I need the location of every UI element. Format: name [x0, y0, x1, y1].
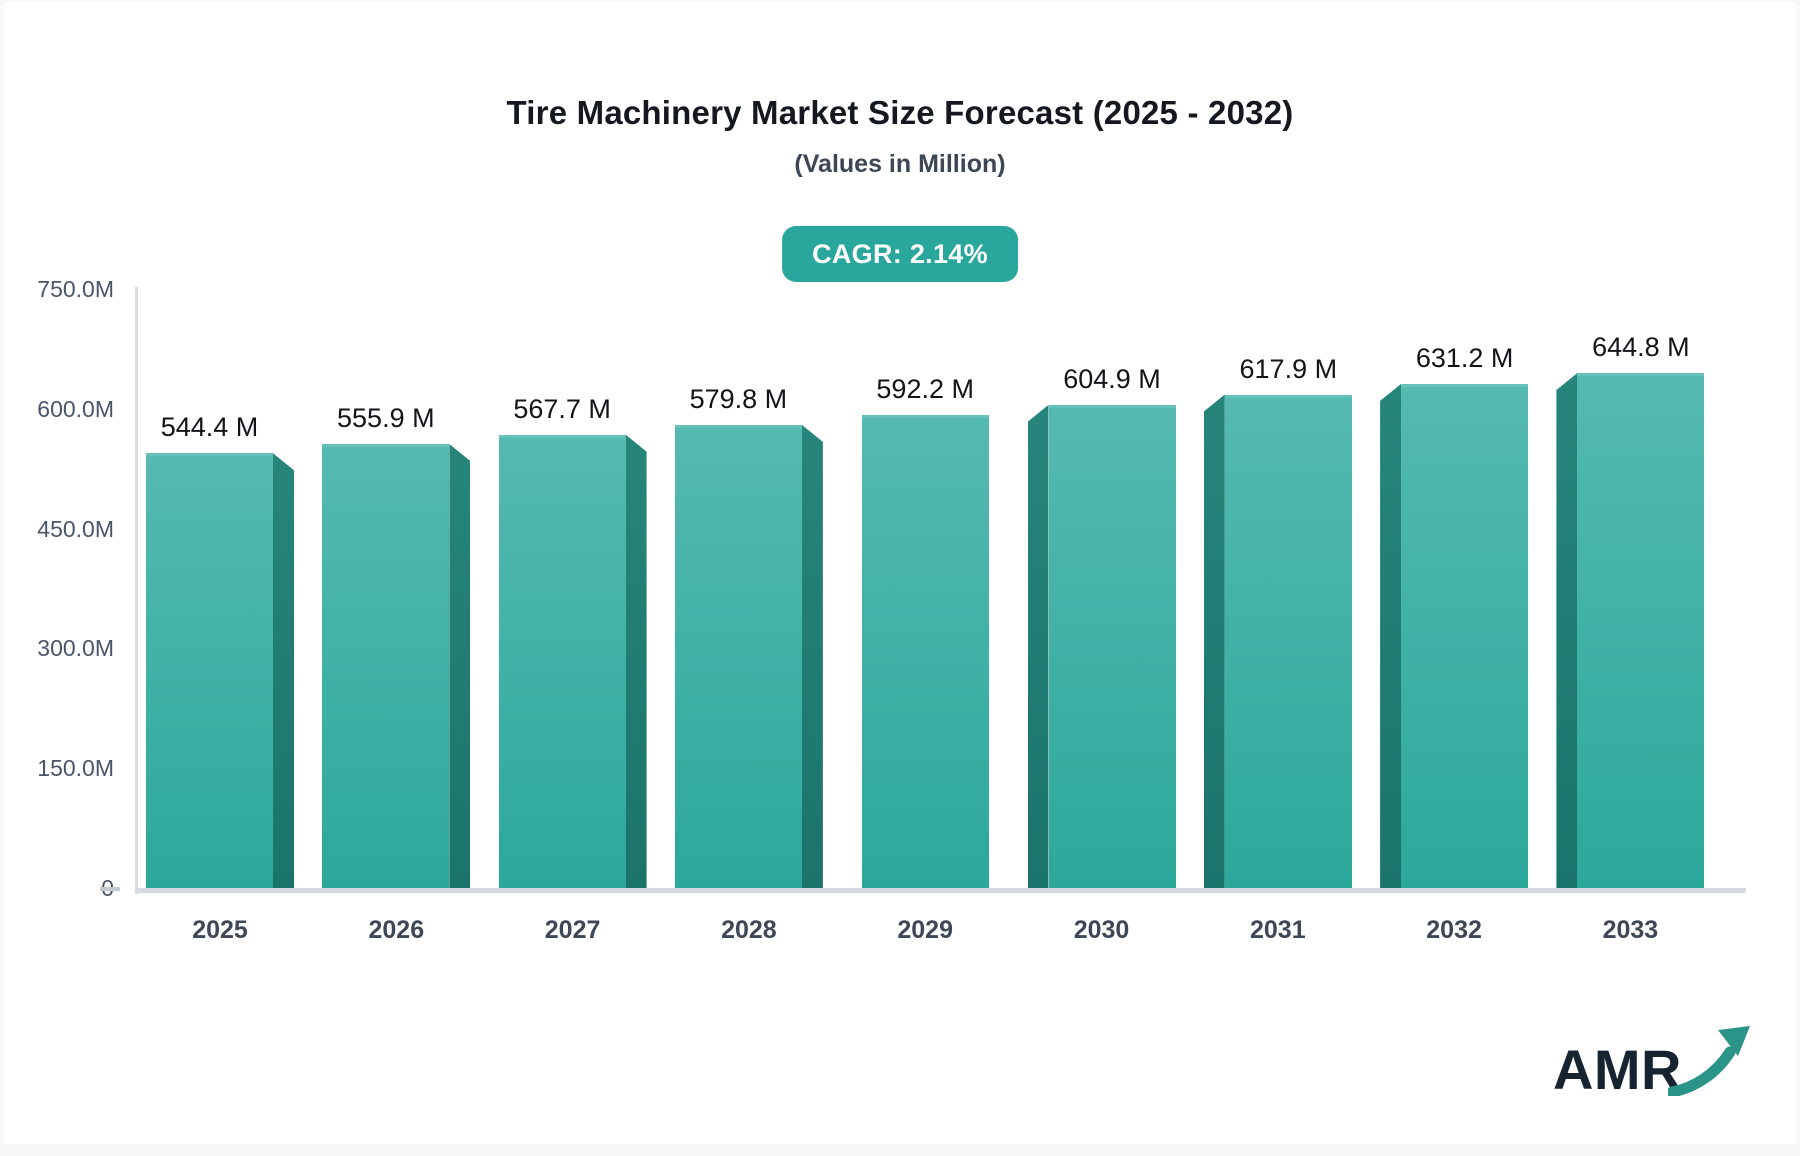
bar-2025: 544.4 M: [146, 412, 294, 888]
bar-2027: 567.7 M: [498, 394, 647, 888]
bar-face: [1577, 373, 1705, 888]
chart-title: Tire Machinery Market Size Forecast (202…: [506, 94, 1294, 131]
x-axis-category-label: 2030: [1073, 916, 1130, 944]
bar-side-shadow: [1380, 383, 1402, 888]
y-axis-tick-label: 750.0M: [37, 276, 114, 302]
y-axis-tick-label: 0: [4, 873, 114, 903]
x-axis-category-label: 2027: [544, 916, 601, 944]
zero-tick-mark: [100, 887, 120, 891]
amr-logo: AMR: [1553, 1026, 1752, 1098]
bar-value-label: 617.9 M: [1239, 353, 1338, 384]
bar-side-shadow: [625, 434, 647, 888]
bar-2026: 555.9 M: [322, 403, 471, 888]
x-axis-category-label: 2031: [1249, 916, 1306, 944]
bar-2030: 604.9 M: [1027, 364, 1176, 888]
x-axis-category-label: 2029: [897, 916, 953, 944]
bar-face: [1048, 404, 1176, 888]
growth-arrow-icon: [1668, 1026, 1750, 1096]
x-axis-category-label: 2025: [192, 916, 248, 944]
bar-face: [322, 444, 450, 888]
bar-value-label: 567.7 M: [513, 393, 611, 424]
y-axis-tick-label: 300.0M: [37, 635, 114, 662]
bar-value-label: 555.9 M: [337, 403, 435, 434]
bar-2033: 644.8 M: [1556, 332, 1705, 888]
bar-side-shadow: [273, 453, 294, 888]
bar-value-label: 579.8 M: [689, 383, 788, 414]
bar-face: [674, 424, 802, 888]
y-axis-tick-label: 150.0M: [37, 755, 114, 782]
y-axis-tick-label: 600.0M: [37, 395, 114, 422]
bar-face: [1224, 394, 1352, 888]
bar-side-shadow: [1203, 394, 1225, 888]
amr-logo-text: AMR: [1552, 1038, 1682, 1101]
cagr-badge: CAGR: 2.14%: [782, 226, 1018, 282]
bar-side-shadow: [1027, 404, 1049, 888]
bar-side-shadow: [801, 424, 823, 888]
x-axis-category-label: 2028: [721, 916, 777, 944]
bar-face: [498, 434, 626, 888]
bar-value-label: 631.2 M: [1415, 342, 1514, 373]
bar-side-shadow: [449, 444, 471, 888]
y-axis-tick-label: 450.0M: [37, 515, 114, 542]
chart-subtitle: (Values in Million): [794, 150, 1006, 178]
bar-2031: 617.9 M: [1203, 354, 1352, 888]
y-axis-line: [135, 287, 138, 894]
bar-face: [1401, 383, 1529, 888]
bar-value-label: 592.2 M: [876, 374, 974, 405]
x-axis-category-label: 2026: [368, 916, 425, 944]
bar-face: [146, 453, 273, 888]
bar-side-shadow: [1556, 373, 1578, 888]
bar-value-label: 604.9 M: [1063, 363, 1161, 394]
plot-area: 750.0M 600.0M 450.0M 300.0M 150.0M 0 544.4 M 5…: [4, 2, 1796, 1144]
bar-2032: 631.2 M: [1380, 343, 1529, 888]
bar-value-label: 644.8 M: [1592, 332, 1690, 363]
x-axis-line: [135, 888, 1746, 893]
bar-2029: 592.2 M: [861, 374, 989, 888]
x-axis-category-label: 2032: [1426, 916, 1482, 944]
bar-value-label: 544.4 M: [160, 412, 259, 443]
bar-face: [861, 415, 989, 888]
chart-card: Tire Machinery Market Size Forecast (202…: [4, 2, 1796, 1144]
x-axis-category-label: 2033: [1602, 916, 1659, 944]
bar-2028: 579.8 M: [674, 384, 823, 888]
